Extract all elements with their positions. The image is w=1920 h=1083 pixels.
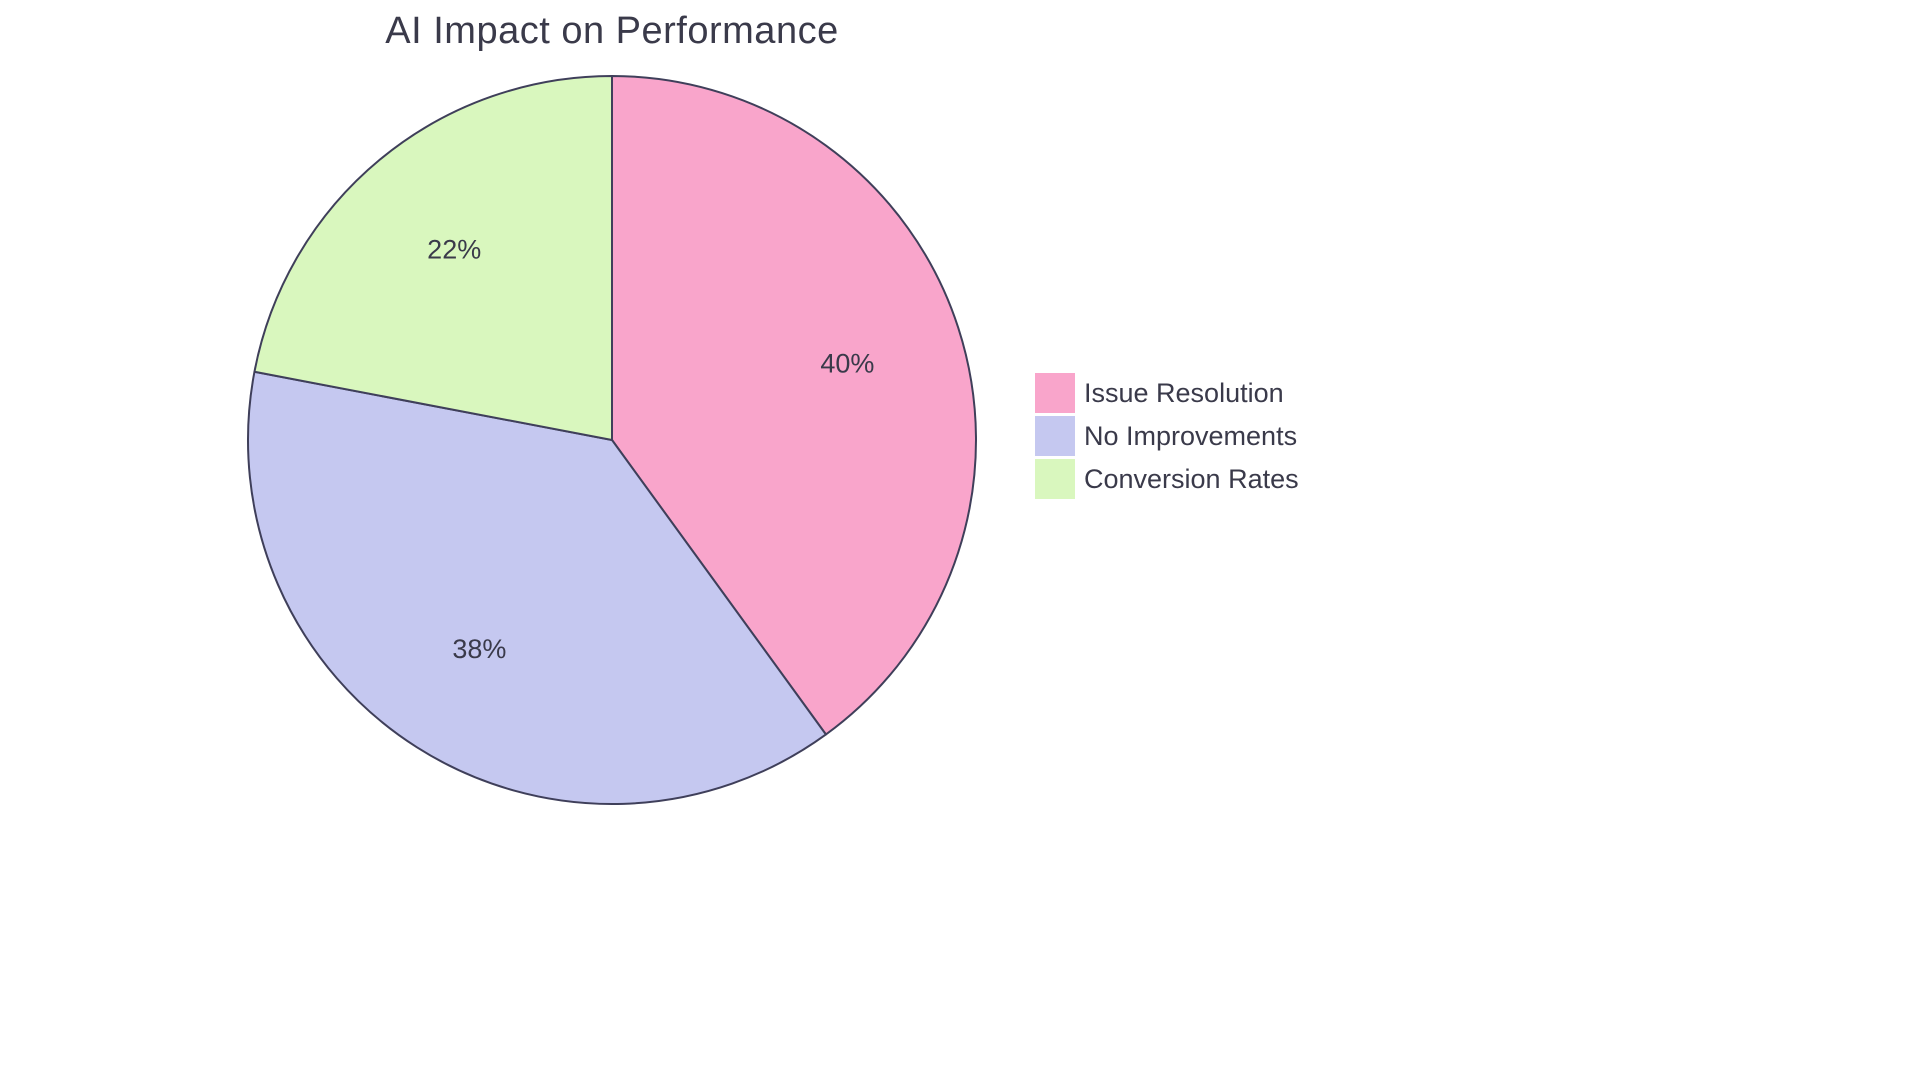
legend-swatch-no-improvements: [1035, 416, 1075, 456]
pie-slice-conversion-rates: [253, 75, 613, 441]
legend-swatch-issue-resolution: [1035, 373, 1075, 413]
legend-swatch-conversion-rates: [1035, 459, 1075, 499]
legend: Issue Resolution No Improvements Conversio…: [1035, 373, 1299, 499]
slice-value-label-conversion-rates: 22%: [427, 234, 481, 264]
legend-label-no-improvements: No Improvements: [1084, 420, 1298, 451]
chart-title: AI Impact on Performance: [385, 10, 839, 52]
legend-item-conversion-rates: Conversion Rates: [1035, 459, 1299, 499]
legend-label-conversion-rates: Conversion Rates: [1084, 463, 1299, 494]
pie-slice-no-improvements: [247, 370, 827, 805]
legend-item-no-improvements: No Improvements: [1035, 416, 1299, 456]
pie-slice-issue-resolution: [611, 75, 977, 736]
legend-label-issue-resolution: Issue Resolution: [1084, 377, 1284, 408]
slice-value-label-issue-resolution: 40%: [820, 349, 874, 379]
legend-item-issue-resolution: Issue Resolution: [1035, 373, 1299, 413]
slice-value-label-no-improvements: 38%: [452, 634, 506, 664]
